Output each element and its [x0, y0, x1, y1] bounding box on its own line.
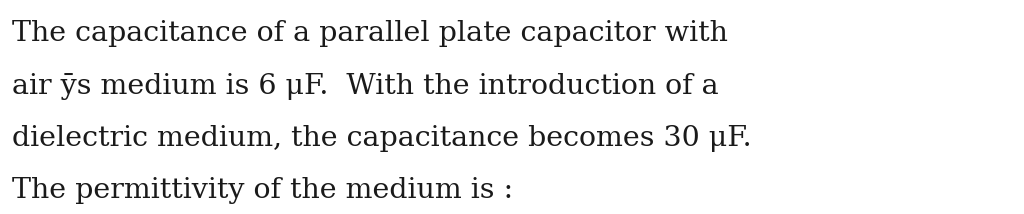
Text: The permittivity of the medium is :: The permittivity of the medium is : — [12, 177, 513, 204]
Text: dielectric medium, the capacitance becomes 30 μF.: dielectric medium, the capacitance becom… — [12, 125, 752, 152]
Text: air ȳs medium is 6 μF.  With the introduction of a: air ȳs medium is 6 μF. With the introduc… — [12, 73, 719, 100]
Text: The capacitance of a parallel plate capacitor with: The capacitance of a parallel plate capa… — [12, 20, 728, 47]
